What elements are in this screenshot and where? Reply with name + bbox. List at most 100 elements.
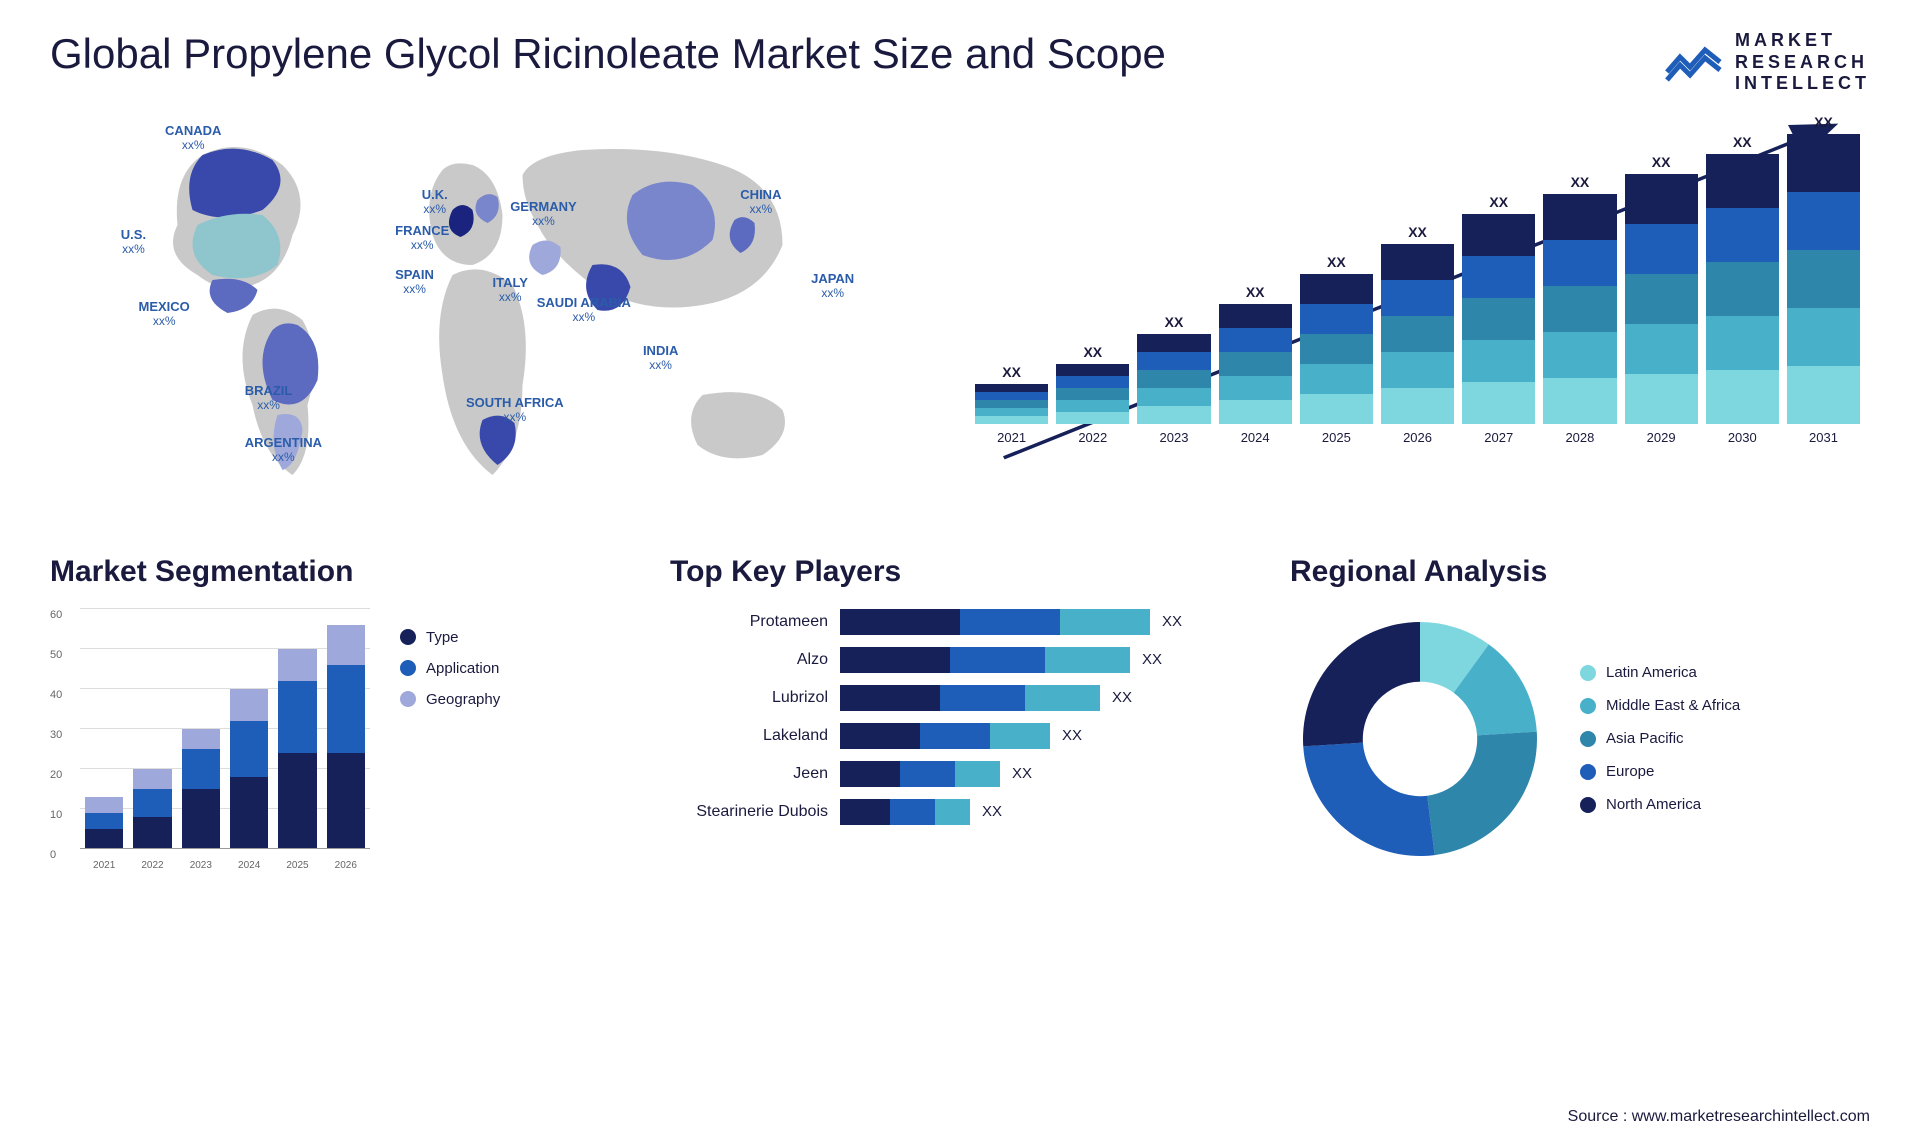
seg-ytick: 40 xyxy=(50,689,62,701)
seg-bar: 2024 xyxy=(230,689,268,849)
map-label: CHINAxx% xyxy=(740,187,781,216)
legend-item: Europe xyxy=(1580,763,1740,780)
key-players-chart: ProtameenXXAlzoXXLubrizolXXLakelandXXJee… xyxy=(670,609,1250,825)
page-title: Global Propylene Glycol Ricinoleate Mark… xyxy=(50,30,1166,78)
regional-legend: Latin America Middle East & Africa Asia Pa… xyxy=(1580,664,1740,813)
key-player-value: XX xyxy=(1162,613,1182,630)
growth-bar: XX 2031 xyxy=(1787,114,1860,445)
legend-label: Asia Pacific xyxy=(1606,730,1684,747)
map-label: ITALYxx% xyxy=(493,275,528,304)
growth-bar: XX2024 xyxy=(1219,284,1292,445)
growth-year-label: 2021 xyxy=(997,430,1026,445)
growth-year-label: 2026 xyxy=(1403,430,1432,445)
legend-item: Type xyxy=(400,629,500,646)
donut-slice xyxy=(1427,731,1537,854)
growth-bar-value: XX xyxy=(1165,314,1184,330)
growth-bar-value: XX xyxy=(1002,364,1021,380)
growth-year-label: 2029 xyxy=(1647,430,1676,445)
legend-label: Latin America xyxy=(1606,664,1697,681)
legend-dot-icon xyxy=(400,629,416,645)
regional-donut-chart xyxy=(1290,609,1550,869)
seg-bar: 2023 xyxy=(182,729,220,849)
growth-year-label: 2030 xyxy=(1728,430,1757,445)
growth-chart: XX2021XX2022XX2023XX2024XX2025XX2026XX20… xyxy=(965,115,1870,515)
legend-dot-icon xyxy=(1580,764,1596,780)
growth-bar: XX 2021 xyxy=(975,364,1048,445)
key-player-value: XX xyxy=(1012,765,1032,782)
seg-bar: 2022 xyxy=(133,769,171,849)
logo: MARKET RESEARCH INTELLECT xyxy=(1665,30,1870,95)
growth-bar: XX2022 xyxy=(1056,344,1129,445)
map-label: INDIAxx% xyxy=(643,343,678,372)
segmentation-chart: 0102030405060 202120222023202420252026 xyxy=(50,609,370,879)
legend-item: Latin America xyxy=(1580,664,1740,681)
regional-panel: Regional Analysis Latin America Middle Ea… xyxy=(1290,555,1870,879)
seg-bar: 2026 xyxy=(327,625,365,849)
key-players-title: Top Key Players xyxy=(670,555,1250,589)
growth-year-label: 2027 xyxy=(1484,430,1513,445)
key-player-value: XX xyxy=(982,803,1002,820)
growth-bar-value: XX xyxy=(1652,154,1671,170)
key-player-row: AlzoXX xyxy=(670,647,1250,673)
key-player-bar xyxy=(840,723,1050,749)
map-label: SOUTH AFRICAxx% xyxy=(466,395,564,424)
growth-year-label: 2024 xyxy=(1241,430,1270,445)
seg-bar: 2025 xyxy=(278,649,316,849)
growth-bar-value: XX xyxy=(1814,114,1833,130)
growth-bar-value: XX xyxy=(1327,254,1346,270)
segmentation-title: Market Segmentation xyxy=(50,555,630,589)
key-players-panel: Top Key Players ProtameenXXAlzoXXLubrizo… xyxy=(670,555,1250,879)
legend-dot-icon xyxy=(400,660,416,676)
growth-year-label: 2031 xyxy=(1809,430,1838,445)
seg-year-label: 2021 xyxy=(93,860,115,871)
legend-dot-icon xyxy=(400,691,416,707)
key-player-bar xyxy=(840,799,970,825)
growth-bar-value: XX xyxy=(1083,344,1102,360)
legend-label: Middle East & Africa xyxy=(1606,697,1740,714)
key-player-bar xyxy=(840,685,1100,711)
map-label: SAUDI ARABIAxx% xyxy=(537,295,631,324)
source-text: Source : www.marketresearchintellect.com xyxy=(1568,1108,1870,1126)
legend-item: Asia Pacific xyxy=(1580,730,1740,747)
legend-item: Geography xyxy=(400,691,500,708)
logo-line2: RESEARCH xyxy=(1735,52,1870,74)
key-player-value: XX xyxy=(1142,651,1162,668)
logo-line3: INTELLECT xyxy=(1735,73,1870,95)
key-player-value: XX xyxy=(1062,727,1082,744)
growth-bar: XX 2029 xyxy=(1625,154,1698,445)
map-label: CANADAxx% xyxy=(165,123,221,152)
seg-year-label: 2023 xyxy=(190,860,212,871)
key-player-row: Stearinerie DuboisXX xyxy=(670,799,1250,825)
logo-mark-icon xyxy=(1665,42,1725,82)
segmentation-panel: Market Segmentation 0102030405060 202120… xyxy=(50,555,630,879)
legend-item: Middle East & Africa xyxy=(1580,697,1740,714)
logo-line1: MARKET xyxy=(1735,30,1870,52)
legend-item: North America xyxy=(1580,796,1740,813)
key-player-name: Protameen xyxy=(670,613,840,631)
growth-bar-value: XX xyxy=(1571,174,1590,190)
seg-ytick: 10 xyxy=(50,809,62,821)
world-map: CANADAxx%U.S.xx%MEXICOxx%BRAZILxx%ARGENT… xyxy=(50,115,935,515)
seg-ytick: 30 xyxy=(50,729,62,741)
key-player-value: XX xyxy=(1112,689,1132,706)
growth-year-label: 2028 xyxy=(1565,430,1594,445)
regional-title: Regional Analysis xyxy=(1290,555,1870,589)
growth-bar-value: XX xyxy=(1408,224,1427,240)
seg-year-label: 2024 xyxy=(238,860,260,871)
key-player-bar xyxy=(840,609,1150,635)
legend-label: North America xyxy=(1606,796,1701,813)
growth-year-label: 2023 xyxy=(1160,430,1189,445)
growth-year-label: 2025 xyxy=(1322,430,1351,445)
key-player-name: Lubrizol xyxy=(670,689,840,707)
map-label: ARGENTINAxx% xyxy=(245,435,322,464)
seg-ytick: 0 xyxy=(50,849,56,861)
bottom-section: Market Segmentation 0102030405060 202120… xyxy=(50,555,1870,879)
map-label: MEXICOxx% xyxy=(139,299,190,328)
map-label: GERMANYxx% xyxy=(510,199,576,228)
key-player-bar xyxy=(840,647,1130,673)
growth-bar: XX2027 xyxy=(1462,194,1535,445)
map-label: BRAZILxx% xyxy=(245,383,293,412)
seg-year-label: 2022 xyxy=(141,860,163,871)
seg-ytick: 20 xyxy=(50,769,62,781)
map-label: SPAINxx% xyxy=(395,267,434,296)
